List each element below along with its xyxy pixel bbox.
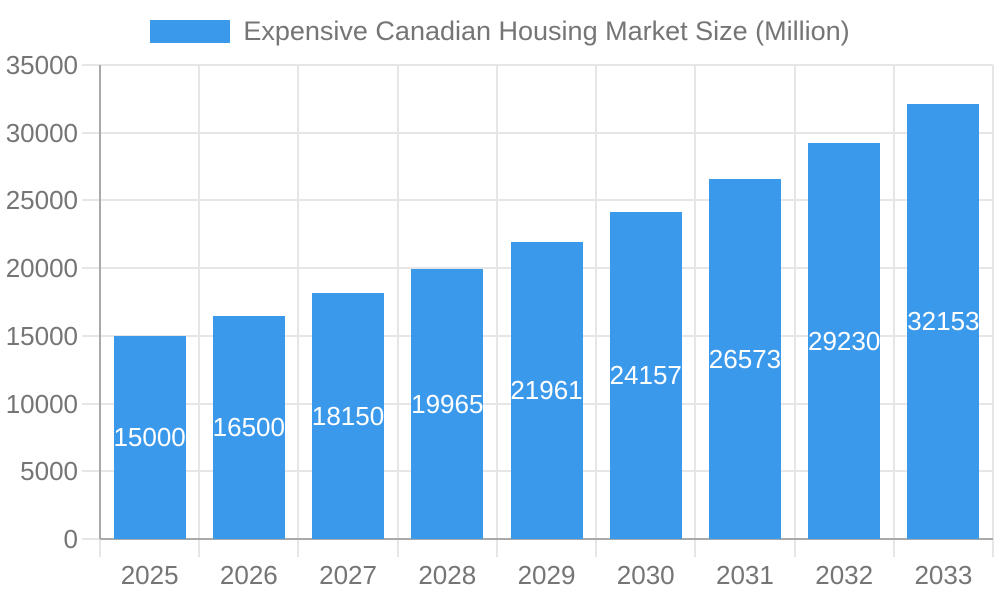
bar-2032[interactable] [808, 143, 881, 539]
gridline-horizontal [82, 64, 993, 66]
x-axis-tick-label: 2031 [716, 560, 774, 590]
gridline-horizontal [82, 199, 993, 202]
gridline-vertical [793, 65, 796, 557]
x-axis-line [100, 538, 993, 540]
plot-area: 0 5000 10000 15000 20000 25000 30000 35000 15000… [6, 50, 994, 590]
y-axis-tick-label: 15000 [5, 320, 78, 351]
bar-2025[interactable] [113, 335, 186, 539]
x-axis-tick-label: 2028 [418, 560, 477, 590]
x-axis-tick-label: 2032 [815, 560, 874, 590]
y-axis-line [99, 65, 101, 539]
gridline-vertical [595, 65, 598, 557]
y-axis-tick-label: 25000 [5, 185, 78, 216]
gridline-vertical [396, 65, 399, 557]
bar-2026[interactable] [212, 315, 285, 539]
bar-2030[interactable] [609, 211, 682, 539]
legend-label: Expensive Canadian Housing Market Size (… [243, 16, 850, 46]
gridline-vertical [297, 65, 300, 557]
bar-2031[interactable] [708, 179, 781, 539]
bar-2027[interactable] [312, 293, 385, 539]
gridline-horizontal [82, 131, 993, 134]
x-axis-tick-label: 2029 [517, 560, 576, 590]
gridline-vertical [992, 65, 994, 557]
x-axis-tick-label: 2026 [219, 560, 278, 590]
legend-item[interactable]: Expensive Canadian Housing Market Size (… [150, 16, 850, 47]
gridline-vertical [694, 65, 697, 557]
legend-swatch [150, 20, 231, 43]
x-axis-tick-label: 2033 [914, 560, 973, 590]
y-axis-tick-label: 0 [63, 524, 78, 554]
bar-2028[interactable] [411, 268, 484, 539]
x-axis-tick-label: 2027 [319, 560, 377, 590]
gridline-vertical [198, 65, 201, 557]
y-axis-tick-label: 5000 [20, 456, 78, 487]
bar-2029[interactable] [510, 241, 583, 539]
x-axis-tick-label: 2030 [616, 560, 675, 590]
y-axis-tick-label: 10000 [5, 388, 78, 419]
gridline-vertical [892, 65, 895, 557]
gridline-vertical [495, 65, 498, 557]
bar-2033[interactable] [907, 103, 980, 539]
y-axis-tick-label: 30000 [5, 117, 78, 148]
legend: Expensive Canadian Housing Market Size (… [0, 16, 1000, 47]
y-axis-tick-label: 35000 [5, 50, 78, 80]
x-axis-tick-label: 2025 [120, 560, 179, 590]
y-axis-tick-label: 20000 [5, 253, 78, 284]
